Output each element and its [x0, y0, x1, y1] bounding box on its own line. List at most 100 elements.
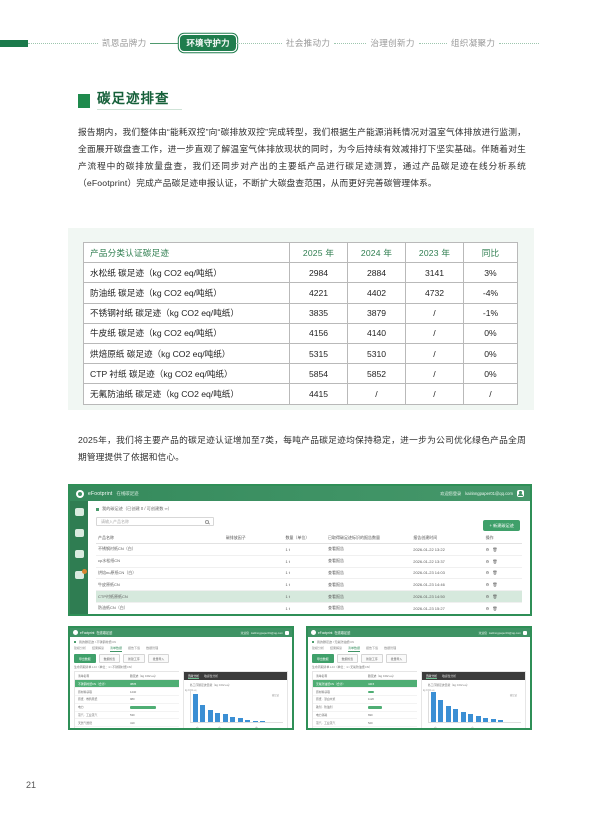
tree-row-value: 4415: [367, 681, 375, 686]
cell-product-name: 牛皮原纸CN: [96, 578, 224, 592]
x-tick: 水耗: [229, 727, 235, 728]
avatar-icon[interactable]: [285, 630, 289, 635]
tab-data-management[interactable]: 数据管理: [384, 646, 397, 650]
cell-reports[interactable]: 查看报告: [326, 578, 412, 592]
value-bar: [129, 706, 156, 709]
tree-row[interactable]: 涂布工序 · 溶剂 370: [75, 727, 179, 728]
inventory-tree[interactable]: 清单名称 碳足迹（kg CO2 eq） 无氟防油纸CN（合计） 4415 原材料…: [312, 671, 417, 728]
tree-row[interactable]: 电力: [75, 704, 179, 712]
data-check-button[interactable]: 数据检查: [336, 654, 359, 664]
avatar-icon[interactable]: [517, 490, 524, 497]
tab-report-download[interactable]: 报告下载: [366, 646, 379, 650]
export-button[interactable]: 导出数据: [74, 654, 96, 664]
cell-reports[interactable]: 查看报告: [326, 614, 411, 616]
database-icon[interactable]: [74, 550, 84, 558]
th-factor: 碳排放因子: [223, 532, 284, 544]
nav-item-organization[interactable]: 组织凝聚力: [450, 37, 496, 48]
tree-row[interactable]: 无氟防油纸CN（合计） 4415: [313, 680, 417, 689]
cell-reports[interactable]: 查看报告: [326, 590, 412, 603]
tree-row-value: [365, 688, 417, 695]
bulk-import-button[interactable]: 批量导入: [385, 654, 408, 664]
tree-row[interactable]: 原纸 · 漂白木浆 1120: [313, 696, 417, 704]
tree-row-value: 980: [129, 697, 135, 702]
bulk-import-button[interactable]: 批量导入: [147, 654, 170, 664]
cell-actions[interactable]: ⚙ 🗑: [483, 590, 522, 603]
cell-actions[interactable]: ⚙ 🗑: [483, 555, 522, 568]
list-icon[interactable]: [74, 529, 84, 537]
cell-2023: /: [405, 363, 464, 385]
tree-row[interactable]: 蒸汽 · 工业蒸汽 520: [313, 719, 417, 728]
nav-item-governance[interactable]: 治理创新力: [370, 37, 415, 48]
list-item[interactable]: 不锈钢衬纸CN（白） 1 t 查看报告 2026-01-22 13:22 ⚙ 🗑: [96, 543, 522, 556]
section-nav: 凯恩品牌力 环境守护力 社会推动力 治理创新力 组织凝聚力: [0, 32, 600, 54]
tree-row[interactable]: 天然气 · 燃烧 430: [313, 727, 417, 728]
tree-row[interactable]: 助剂 · 防油剂: [313, 704, 417, 712]
breadcrumb-marker-icon: [96, 507, 99, 511]
cell-actions[interactable]: ⚙ 🗑: [483, 602, 522, 614]
export-button[interactable]: 导出数据: [312, 654, 334, 664]
avatar-icon[interactable]: [523, 630, 527, 635]
x-tick: 包装: [489, 727, 495, 728]
cell-quantity: 1 t: [283, 602, 327, 614]
x-tick: 辅料: [258, 727, 264, 728]
user-email-label: kaiIinngpaper01@qq.com: [489, 630, 521, 635]
new-process-button[interactable]: 新建工序: [361, 654, 383, 664]
cell-reports[interactable]: 查看报告: [326, 602, 412, 614]
new-process-button[interactable]: 新建工序: [123, 654, 145, 664]
tree-row[interactable]: 天然气燃烧 410: [75, 719, 179, 728]
tree-row[interactable]: 原材料获取 1240: [75, 688, 179, 696]
cell-actions[interactable]: ⚙ 🗑: [483, 567, 522, 580]
app-header: eFootprint 在线碳足迹 欢迎您 kaiIinngpaper01@qq.…: [308, 628, 530, 637]
inventory-tree[interactable]: 清单名称 碳足迹（kg CO2 eq） 不锈钢衬纸CN（合计） 3835 原材料…: [74, 671, 179, 728]
tab-modeling[interactable]: 建模分析: [74, 646, 87, 650]
search-placeholder: 请输入产品名称: [101, 518, 129, 524]
cell-actions[interactable]: ⚙ 🗑: [484, 614, 522, 616]
table-row: 牛皮纸 碳足迹（kg CO2 eq/吨纸） 4156 4140 / 0%: [83, 322, 518, 344]
tree-row[interactable]: 不锈钢衬纸CN（合计） 3835: [75, 680, 179, 689]
tab-inventory[interactable]: 清单数据: [348, 646, 361, 652]
cell-2024: 3879: [347, 302, 406, 324]
footprint-icon[interactable]: [74, 508, 84, 516]
tab-report-download[interactable]: 报告下载: [128, 646, 141, 650]
cell-factor: [223, 543, 284, 556]
list-item[interactable]: 无氟防油纸CN（白） 1 t 查看报告 2025-01-17 12:10 ⚙ 🗑: [96, 614, 522, 616]
data-check-button[interactable]: 数据检查: [98, 654, 121, 664]
tab-inventory[interactable]: 清单数据: [110, 646, 123, 652]
tab-modeling[interactable]: 建模分析: [312, 646, 325, 650]
bar-series: [430, 690, 504, 723]
list-header-row: 产品名称 碳排放因子 数量（单位） 已取得碳足迹标识的报告数量 报告创建时间 操…: [96, 532, 522, 544]
chart-tab-sensitivity[interactable]: 敏感性分析: [204, 674, 219, 679]
tree-row[interactable]: 蒸汽 · 工业蒸汽 530: [75, 712, 179, 720]
th-item-name: 清单名称: [316, 673, 328, 678]
notification-badge: [81, 569, 87, 574]
search-input[interactable]: 请输入产品名称: [96, 517, 214, 526]
new-footprint-button[interactable]: + 新建碳足迹: [483, 520, 520, 532]
nav-item-social[interactable]: 社会推动力: [285, 37, 331, 48]
tab-data-management[interactable]: 数据管理: [146, 646, 159, 650]
list-item[interactable]: 防油纸CN（白） 1 t 查看报告 2026-01-23 15:27 ⚙ 🗑: [96, 602, 522, 614]
list-item[interactable]: cp水松纸CN 1 t 查看报告 2026-01-22 13:37 ⚙ 🗑: [96, 555, 522, 568]
chart-tab-sensitivity[interactable]: 敏感性分析: [442, 674, 457, 679]
nav-divider: [418, 42, 447, 44]
tree-row[interactable]: 原纸 · 卷筒原纸 980: [75, 696, 179, 704]
nav-item-environment[interactable]: 环境守护力: [180, 35, 236, 51]
list-item[interactable]: 烘焙nu原纸CN（白） 1 t 查看报告 2026-01-23 14:03 ⚙ …: [96, 567, 522, 580]
tree-row[interactable]: 原材料获取: [313, 688, 417, 696]
notifications-icon[interactable]: [74, 569, 87, 579]
nav-item-brand[interactable]: 凯恩品牌力: [102, 37, 147, 48]
cell-quantity: 1 t: [283, 590, 327, 603]
list-item[interactable]: CTP衬纸原纸CN 1 t 查看报告 2026-01-23 14:50 ⚙ 🗑: [96, 590, 522, 603]
tree-row[interactable]: 电力消耗 690: [313, 712, 417, 720]
list-item[interactable]: 牛皮原纸CN 1 t 查看报告 2026-01-23 14:46 ⚙ 🗑: [96, 578, 522, 592]
cell-actions[interactable]: ⚙ 🗑: [483, 543, 522, 556]
tab-results[interactable]: 结果解读: [92, 646, 105, 650]
chart-tab-contribution[interactable]: 贡献分析: [425, 673, 438, 679]
cell-reports[interactable]: 查看报告: [326, 567, 412, 580]
chart-tab-contribution[interactable]: 贡献分析: [187, 673, 200, 679]
cell-reports[interactable]: 查看报告: [326, 555, 412, 568]
tab-results[interactable]: 结果解读: [330, 646, 343, 650]
cell-reports[interactable]: 查看报告: [326, 543, 412, 556]
x-tick: 天然气: [215, 726, 222, 730]
cell-actions[interactable]: ⚙ 🗑: [483, 578, 522, 592]
app-brand-subtitle: 在线碳足迹: [334, 631, 351, 635]
